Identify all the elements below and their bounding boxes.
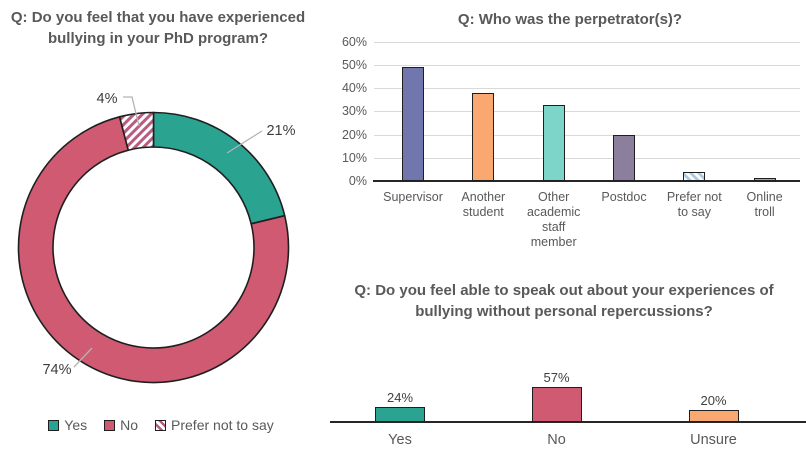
legend-label-no: No [120, 417, 139, 433]
bar-supervisor [402, 67, 424, 181]
x-axis-label-yes: Yes [388, 432, 412, 448]
bar-no [531, 387, 582, 422]
x-axis-label-unsure: Unsure [690, 432, 737, 448]
x-axis-label-line: Supervisor [383, 190, 443, 204]
legend-item-prefer-not-to-say: Prefer not to say [155, 417, 274, 433]
x-axis-label-other-academic-staff-member: Other academic staff member [518, 190, 590, 250]
x-axis-label-postdoc: Postdoc [588, 190, 660, 205]
gridline [374, 88, 800, 90]
donut-segment-no [17, 115, 290, 384]
x-axis-label-another-student: Another student [447, 190, 519, 220]
donut-slices [17, 111, 290, 384]
legend-label-yes: Yes [64, 417, 88, 433]
legend-swatch-no [104, 419, 116, 431]
speakout-chart-title: Q: Do you feel able to speak out about y… [354, 282, 774, 320]
y-axis-label: 60% [341, 34, 367, 49]
donut-callout-line-yes [226, 130, 263, 154]
x-axis-label-line: to say [677, 205, 711, 219]
donut-legend: Yes No Prefer not to say [0, 417, 322, 433]
bar-other-academic-staff-member [542, 104, 565, 181]
donut-callouts: 21% 74% 4% [42, 91, 295, 378]
x-axis-label-line: staff [541, 220, 566, 234]
gridline [374, 157, 800, 159]
x-axis-label-no: No [547, 432, 566, 448]
x-axis-label-online-troll: Online troll [729, 190, 801, 220]
donut-percent-label-yes: 21% [266, 123, 295, 139]
y-axis-label: 10% [341, 150, 367, 165]
x-axis-label-line: member [530, 235, 577, 249]
bar-postdoc [613, 134, 635, 181]
x-axis-line [330, 421, 806, 423]
bar-yes [375, 407, 425, 422]
bar-unsure [688, 409, 739, 422]
x-axis-label-line: Online [746, 190, 783, 204]
x-axis-label-prefer-not-to-say: Prefer not to say [658, 190, 730, 220]
x-axis-label-line: Other [538, 190, 570, 204]
x-axis-label-line: Prefer not [666, 190, 722, 204]
bar-prefer-not-to-say [683, 171, 706, 181]
value-label-unsure: 20% [700, 392, 727, 408]
y-axis-label: 0% [348, 174, 367, 188]
legend-label-prefer-not-to-say: Prefer not to say [171, 417, 274, 433]
y-axis-label: 30% [341, 104, 367, 119]
donut-segment-yes [152, 111, 286, 225]
x-axis-label-line: Postdoc [601, 190, 647, 204]
donut-percent-label-prefer-not-to-say: 4% [97, 91, 118, 107]
gridline [374, 111, 800, 113]
legend-swatch-yes [48, 419, 60, 431]
legend-item-no: No [104, 417, 138, 433]
y-axis-label: 20% [341, 127, 367, 142]
bar-online-troll [753, 178, 776, 181]
value-label-yes: 24% [386, 390, 414, 406]
donut-percent-label-no: 74% [42, 362, 71, 378]
y-axis-label: 50% [341, 58, 367, 73]
legend-item-yes: Yes [48, 417, 87, 433]
x-axis-label-line: student [462, 205, 504, 219]
x-axis-label-line: troll [754, 205, 775, 219]
donut-chart: 21% 74% 4% [17, 91, 296, 384]
donut-chart-title: Q: Do you feel that you have experienced… [10, 9, 306, 47]
donut-callout-line-prefer-not-to-say [123, 96, 140, 127]
gridline [374, 41, 800, 43]
bar-another-student [472, 92, 495, 181]
x-axis-label-line: Another [461, 190, 506, 204]
x-axis-line [373, 180, 800, 182]
x-axis-label-supervisor: Supervisor [377, 190, 449, 205]
donut-callout-line-no [73, 347, 93, 368]
y-axis-label: 40% [341, 81, 367, 96]
donut-segment-prefer-not-to-say [118, 111, 155, 152]
legend-swatch-prefer-not-to-say [155, 419, 167, 431]
x-axis-label-line: academic [526, 205, 581, 219]
gridline [374, 65, 800, 67]
value-label-no: 57% [543, 370, 570, 386]
gridline [374, 134, 800, 136]
perpetrator-chart-title: Q: Who was the perpetrator(s)? [457, 11, 683, 28]
